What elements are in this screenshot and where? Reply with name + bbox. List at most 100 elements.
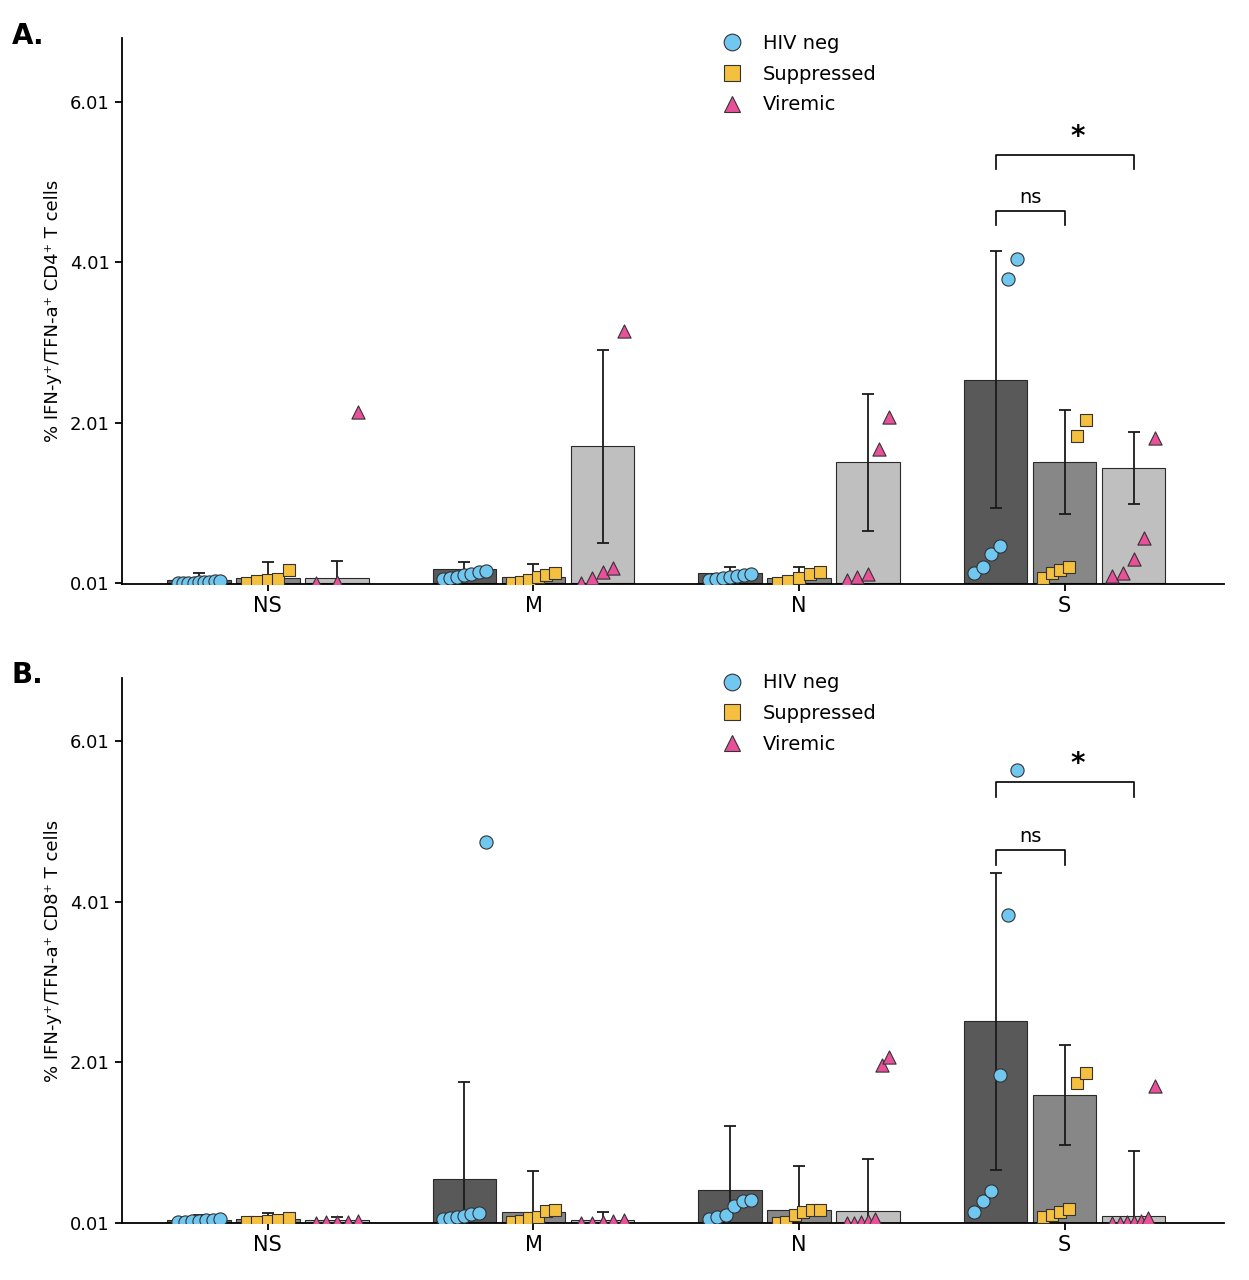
Legend: HIV neg, Suppressed, Viremic: HIV neg, Suppressed, Viremic	[704, 666, 884, 762]
Point	[269, 568, 289, 589]
Point	[802, 1199, 822, 1220]
Point	[182, 1211, 202, 1231]
Point	[545, 1199, 565, 1220]
Point	[592, 562, 612, 582]
Point	[461, 1204, 481, 1225]
Point	[698, 570, 718, 590]
Point	[707, 1207, 727, 1228]
Point	[348, 402, 368, 422]
Y-axis label: % IFN-y⁺/TFN-a⁺ CD8⁺ T cells: % IFN-y⁺/TFN-a⁺ CD8⁺ T cells	[44, 819, 61, 1082]
Point	[879, 1046, 899, 1066]
Bar	[767, 579, 831, 584]
Point	[236, 1212, 256, 1233]
Text: A.: A.	[11, 22, 44, 50]
Point	[196, 1210, 216, 1230]
Point	[1059, 1198, 1079, 1219]
Point	[1103, 566, 1123, 586]
Point	[1033, 567, 1053, 588]
Point	[1109, 1212, 1129, 1233]
Bar	[767, 1210, 831, 1222]
Text: ns: ns	[1019, 188, 1042, 207]
Point	[1007, 760, 1027, 781]
Point	[528, 567, 548, 588]
Point	[768, 1212, 788, 1233]
Point	[837, 1212, 857, 1233]
Bar	[432, 1179, 496, 1222]
Point	[536, 1201, 556, 1221]
Point	[327, 572, 347, 593]
Point	[316, 1212, 336, 1233]
Point	[189, 572, 209, 593]
Point	[1113, 563, 1133, 584]
Point	[793, 1202, 813, 1222]
Bar	[236, 579, 300, 584]
Point	[768, 573, 788, 594]
Point	[257, 570, 277, 590]
Point	[866, 1208, 886, 1229]
Point	[778, 571, 798, 591]
Point	[476, 561, 496, 581]
Point	[455, 564, 475, 585]
Point	[784, 1206, 804, 1226]
Point	[205, 571, 225, 591]
Bar	[698, 1190, 762, 1222]
Point	[592, 1212, 612, 1233]
Point	[964, 1202, 984, 1222]
Point	[175, 1211, 195, 1231]
Point	[1068, 425, 1088, 445]
Point	[741, 1189, 761, 1210]
Point	[348, 1211, 368, 1231]
Point	[719, 567, 739, 588]
Point	[476, 832, 496, 852]
Point	[1059, 557, 1079, 577]
Point	[872, 1055, 892, 1075]
Point	[613, 1210, 633, 1230]
Point	[520, 1208, 540, 1229]
Point	[571, 1212, 591, 1233]
Point	[337, 1211, 357, 1231]
Bar	[698, 573, 762, 584]
Point	[1145, 1075, 1165, 1096]
Point	[210, 1208, 230, 1229]
Point	[306, 573, 326, 594]
Bar	[167, 1220, 231, 1222]
Bar	[432, 570, 496, 584]
Bar	[571, 447, 634, 584]
Point	[973, 557, 993, 577]
Bar	[502, 577, 566, 584]
Point	[194, 572, 214, 593]
Point	[204, 1210, 224, 1230]
Point	[440, 1208, 460, 1229]
Point	[706, 570, 726, 590]
Point	[236, 573, 256, 594]
Point	[502, 1212, 522, 1233]
Point	[520, 570, 540, 590]
Point	[1124, 548, 1144, 568]
Point	[257, 1211, 277, 1231]
Point	[433, 568, 453, 589]
Point	[306, 1212, 326, 1233]
Point	[848, 567, 868, 588]
Point	[858, 564, 878, 585]
Bar	[236, 1219, 300, 1222]
Bar	[571, 1220, 634, 1222]
Point	[811, 562, 831, 582]
Point	[247, 571, 267, 591]
Point	[733, 1190, 753, 1211]
Point	[716, 1204, 736, 1225]
Point	[982, 544, 1002, 564]
Point	[1075, 1062, 1095, 1083]
Point	[447, 1207, 467, 1228]
Point	[179, 572, 199, 593]
Bar	[502, 1212, 566, 1222]
Text: *: *	[1070, 123, 1085, 151]
Point	[973, 1190, 993, 1211]
Point	[571, 573, 591, 594]
Point	[528, 1206, 548, 1226]
Point	[1130, 1211, 1150, 1231]
Point	[799, 563, 819, 584]
Point	[455, 1206, 475, 1226]
Point	[468, 1202, 488, 1222]
Text: *: *	[1070, 750, 1085, 778]
Point	[1103, 1212, 1123, 1233]
